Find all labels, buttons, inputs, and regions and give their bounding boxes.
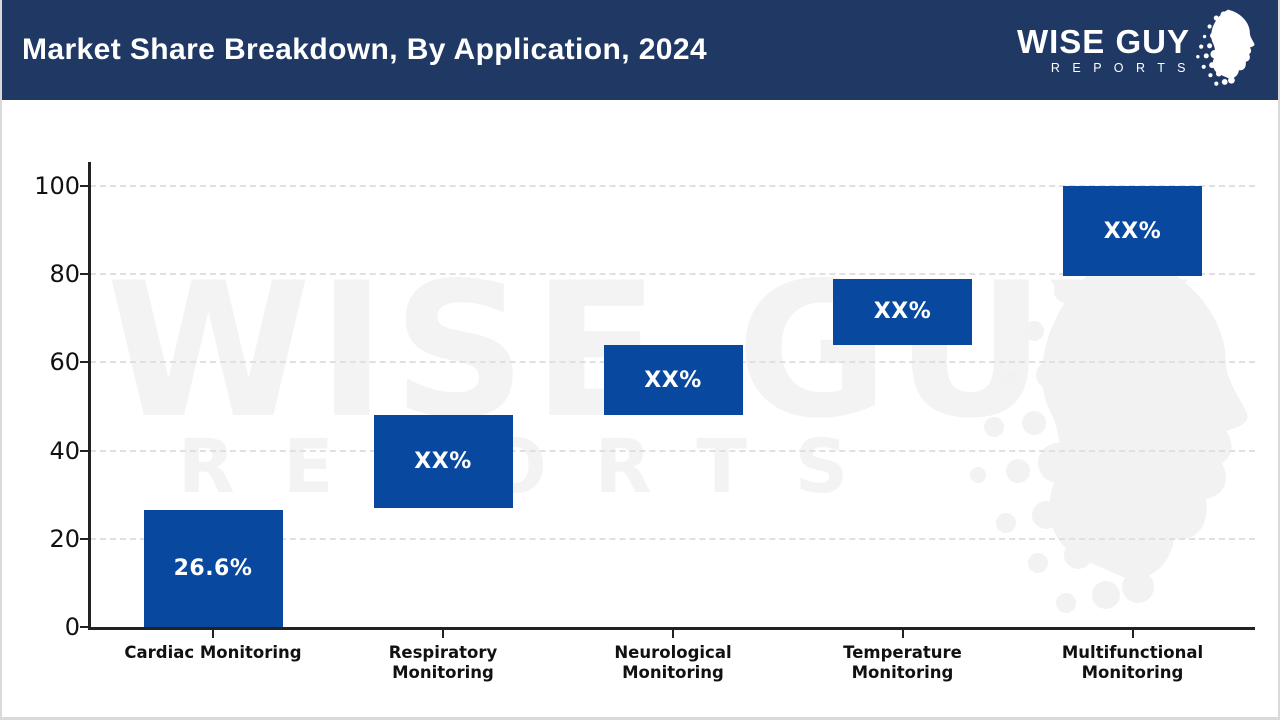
bar-1: XX% (373, 415, 513, 508)
x-tick-mark (901, 630, 904, 638)
x-category-label: Cardiac Monitoring (93, 643, 333, 663)
y-tick-mark (80, 185, 89, 187)
x-axis-line (88, 627, 1255, 630)
bar-value-label: 26.6% (173, 555, 253, 581)
y-tick-label: 100 (34, 172, 80, 200)
gridline (90, 449, 1255, 452)
x-tick-mark (672, 630, 674, 638)
x-category-label: Respiratory Monitoring (323, 643, 563, 683)
gridline (90, 185, 1255, 187)
y-axis-line (88, 162, 91, 630)
x-tick-mark (212, 630, 214, 638)
logo: WISE GUY R E P O R T S (1017, 8, 1260, 92)
bar-0: 26.6% (143, 509, 283, 627)
x-category-label-line: Monitoring (622, 663, 724, 682)
x-category-label-line: Monitoring (1081, 663, 1184, 682)
y-tick-label: 40 (49, 436, 80, 465)
page-title: Market Share Breakdown, By Application, … (22, 33, 708, 66)
bar-value-label: XX% (873, 299, 932, 325)
y-tick-mark (80, 449, 89, 452)
x-category-label: Multifunctional Monitoring (1013, 643, 1253, 683)
bar-3: XX% (833, 278, 972, 345)
logo-wordmark-reports: R E P O R T S (1050, 61, 1190, 75)
gridline (90, 273, 1255, 276)
header-bar: Market Share Breakdown, By Application, … (2, 0, 1278, 100)
bar-4: XX% (1063, 186, 1202, 277)
chart-area: WISE GUY REPORTS 0 20 40 60 80 100 26.6% Cardia… (2, 100, 1278, 717)
y-tick-label: 80 (49, 260, 80, 289)
bar-2: XX% (603, 344, 743, 416)
x-category-label-line: Respiratory (388, 643, 498, 662)
y-tick-mark (80, 537, 89, 540)
y-tick-label: 0 (64, 613, 80, 641)
bar-value-label: XX% (1103, 218, 1162, 244)
x-category-label-line: Multifunctional (1061, 643, 1204, 662)
gridline (90, 537, 1255, 540)
y-tick-mark (80, 361, 89, 364)
y-tick-label: 60 (49, 348, 80, 377)
x-category-label: Neurological Monitoring (553, 643, 793, 683)
x-category-label: Temperature Monitoring (783, 643, 1023, 683)
x-category-label-line: Monitoring (851, 663, 954, 682)
x-category-label-line: Monitoring (392, 663, 494, 682)
x-category-label-line: Cardiac Monitoring (124, 643, 302, 662)
x-tick-mark (442, 630, 444, 638)
x-category-label-line: Neurological (614, 643, 732, 662)
watermark-reports: REPORTS (178, 424, 897, 510)
y-tick-label: 20 (49, 524, 80, 553)
logo-wordmark-main: WISE GUY (1016, 23, 1190, 60)
bar-value-label: XX% (644, 367, 702, 393)
y-tick-mark (80, 273, 89, 276)
logo-wordmark: WISE GUY R E P O R T S (1017, 25, 1190, 75)
y-tick-mark (80, 626, 89, 628)
x-tick-mark (1131, 630, 1134, 638)
x-category-label-line: Temperature (843, 643, 962, 662)
bar-value-label: XX% (414, 449, 472, 475)
